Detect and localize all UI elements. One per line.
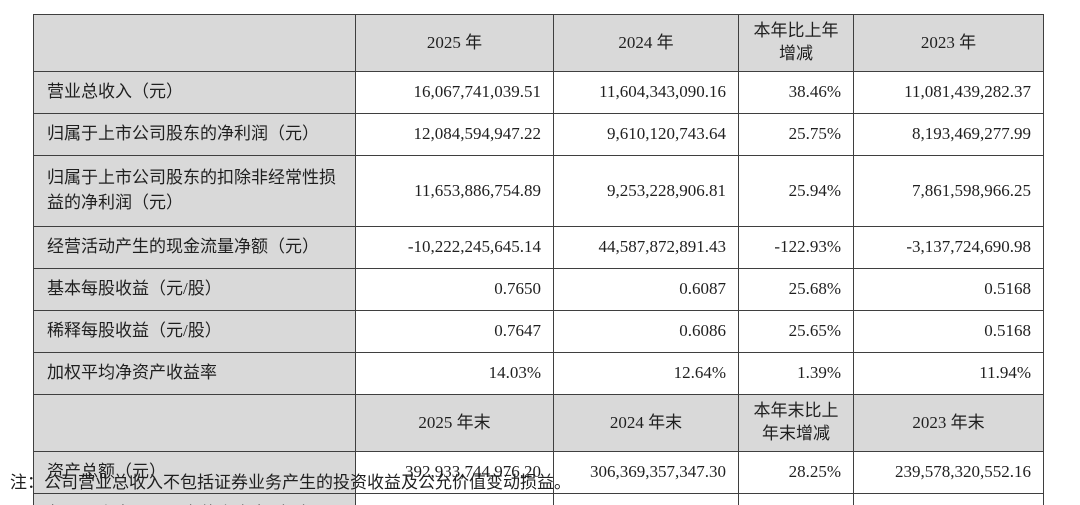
header-row-eoy: 2025 年末 2024 年末 本年末比上 年末增减 2023 年末 xyxy=(33,394,1044,452)
value-2025: 0.7650 xyxy=(355,268,554,311)
row-label: 营业总收入（元） xyxy=(33,71,356,114)
col-header-change-eoy-line2: 年末增减 xyxy=(762,424,830,443)
value-2023: 8,193,469,277.99 xyxy=(853,113,1044,156)
col-header-2023: 2023 年 xyxy=(853,14,1044,72)
col-header-change-line1: 本年比上年 xyxy=(753,21,839,41)
header-blank-cell xyxy=(33,14,356,72)
header-blank-cell xyxy=(33,394,356,452)
header-row-annual: 2025 年 2024 年 本年比上年 增减 2023 年 xyxy=(33,14,1044,72)
row-label: 加权平均净资产收益率 xyxy=(33,352,356,395)
value-change: 25.65% xyxy=(738,310,854,353)
row-label: 归属于上市公司股东的净利润（元） xyxy=(33,113,356,156)
value-change: -122.93% xyxy=(738,226,854,269)
col-header-2025: 2025 年 xyxy=(355,14,554,72)
value-2023: 0.5168 xyxy=(853,268,1044,311)
table-row-basic-eps: 基本每股收益（元/股） 0.7650 0.6087 25.68% 0.5168 xyxy=(33,268,1044,311)
row-label: 稀释每股收益（元/股） xyxy=(33,310,356,353)
value-2024: 9,253,228,906.81 xyxy=(553,155,739,227)
value-2023: -3,137,724,690.98 xyxy=(853,226,1044,269)
value-2025: 12,084,594,947.22 xyxy=(355,113,554,156)
value-change: 25.94% xyxy=(738,155,854,227)
value-change: 25.68% xyxy=(738,268,854,311)
col-header-2025-eoy: 2025 年末 xyxy=(355,394,554,452)
col-header-2024-eoy: 2024 年末 xyxy=(553,394,739,452)
value-change: 28.25% xyxy=(738,451,854,494)
table-row-net-profit: 归属于上市公司股东的净利润（元） 12,084,594,947.22 9,610… xyxy=(33,113,1044,156)
value-2025: -10,222,245,645.14 xyxy=(355,226,554,269)
table-row-total-assets: 资产总额（元） 392,933,744,976.20 306,369,357,3… xyxy=(33,451,1044,494)
value-2024: 11,604,343,090.16 xyxy=(553,71,739,114)
table-row-diluted-eps: 稀释每股收益（元/股） 0.7647 0.6086 25.65% 0.5168 xyxy=(33,310,1044,353)
value-2025: 14.03% xyxy=(355,352,554,395)
footnote: 注：公司营业总收入不包括证券业务产生的投资收益及公允价值变动损益。 xyxy=(10,473,571,492)
col-header-2023-eoy: 2023 年末 xyxy=(853,394,1044,452)
table-row-net-profit-excl-nonrecurring: 归属于上市公司股东的扣除非经常性损益的净利润（元） 11,653,886,754… xyxy=(33,155,1044,227)
value-2025: 0.7647 xyxy=(355,310,554,353)
value-2024: 0.6087 xyxy=(553,268,739,311)
value-2023: 239,578,320,552.16 xyxy=(853,451,1044,494)
value-2025: 91,875,470,955.31 xyxy=(355,493,554,505)
value-2024: 9,610,120,743.64 xyxy=(553,113,739,156)
col-header-change: 本年比上年 增减 xyxy=(738,14,854,72)
table-row-net-assets: 归属于上市公司股东的净资产（元） 91,875,470,955.31 80,72… xyxy=(33,493,1044,505)
value-2025: 16,067,741,039.51 xyxy=(355,71,554,114)
value-2024: 12.64% xyxy=(553,352,739,395)
value-2024: 80,727,090,522.63 xyxy=(553,493,739,505)
value-2024: 0.6086 xyxy=(553,310,739,353)
financial-summary-table: 2025 年 2024 年 本年比上年 增减 2023 年 营业总收入（元） 1… xyxy=(33,14,1044,505)
value-change: 25.75% xyxy=(738,113,854,156)
value-change: 13.81% xyxy=(738,493,854,505)
table-row-operating-cash-flow: 经营活动产生的现金流量净额（元） -10,222,245,645.14 44,5… xyxy=(33,226,1044,269)
row-label: 基本每股收益（元/股） xyxy=(33,268,356,311)
value-change: 38.46% xyxy=(738,71,854,114)
row-label: 经营活动产生的现金流量净额（元） xyxy=(33,226,356,269)
row-label: 归属于上市公司股东的扣除非经常性损益的净利润（元） xyxy=(33,155,356,227)
table-row-weighted-avg-roe: 加权平均净资产收益率 14.03% 12.64% 1.39% 11.94% xyxy=(33,352,1044,395)
value-2023: 11.94% xyxy=(853,352,1044,395)
value-change: 1.39% xyxy=(738,352,854,395)
col-header-2024: 2024 年 xyxy=(553,14,739,72)
value-2024: 306,369,357,347.30 xyxy=(553,451,739,494)
row-label: 归属于上市公司股东的净资产（元） xyxy=(33,493,356,505)
value-2025: 11,653,886,754.89 xyxy=(355,155,554,227)
value-2024: 44,587,872,891.43 xyxy=(553,226,739,269)
value-2023: 7,861,598,966.25 xyxy=(853,155,1044,227)
value-2023: 0.5168 xyxy=(853,310,1044,353)
col-header-change-eoy-line1: 本年末比上 xyxy=(753,401,839,421)
value-2023: 71,962,860,559.82 xyxy=(853,493,1044,505)
col-header-change-eoy: 本年末比上 年末增减 xyxy=(738,394,854,452)
table-row-total-revenue: 营业总收入（元） 16,067,741,039.51 11,604,343,09… xyxy=(33,71,1044,114)
row-label: 资产总额（元） xyxy=(33,451,356,494)
col-header-change-line2: 增减 xyxy=(779,44,813,63)
value-2023: 11,081,439,282.37 xyxy=(853,71,1044,114)
